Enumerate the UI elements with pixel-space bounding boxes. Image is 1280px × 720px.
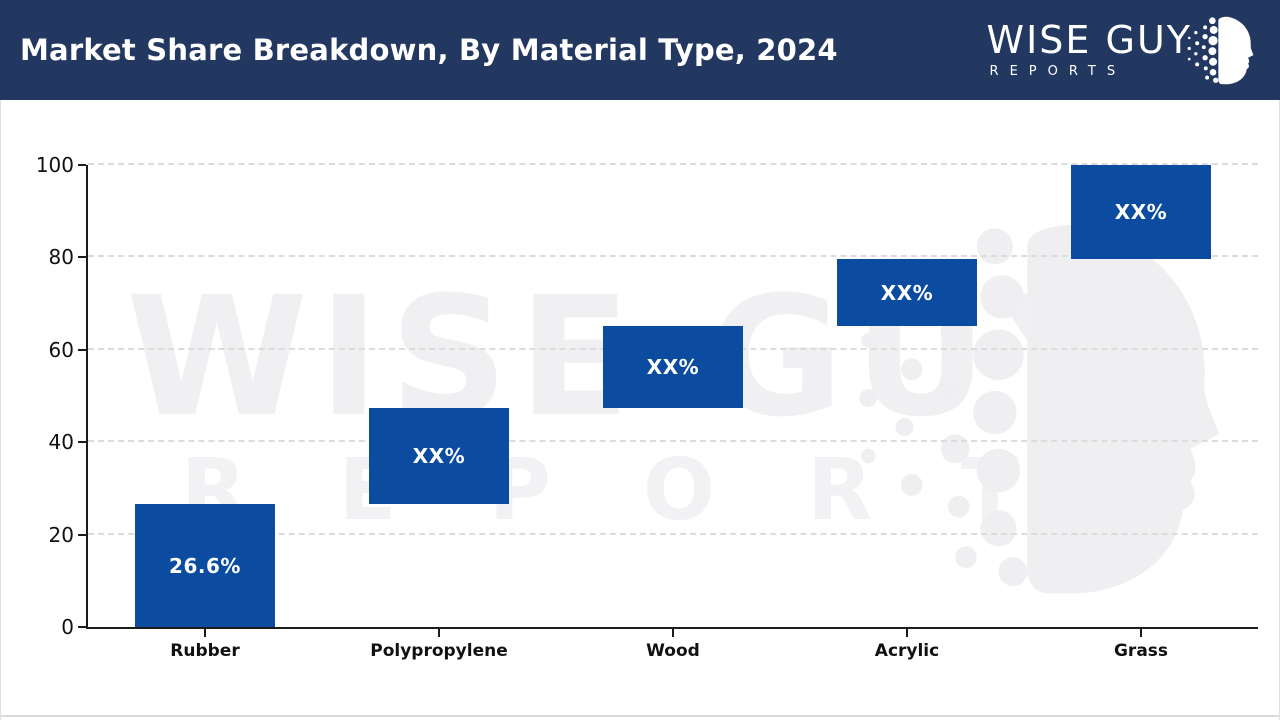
bar-grass: XX%: [1071, 165, 1211, 260]
bar-value-label: XX%: [1114, 200, 1168, 225]
wiseguy-logo-text: WISE GUY REPORTS: [987, 21, 1192, 79]
gridline: [88, 440, 1258, 443]
bar-value-label: XX%: [646, 354, 700, 379]
y-axis-tick: [78, 164, 86, 166]
y-tick-label: 80: [48, 245, 74, 270]
y-axis-tick: [78, 256, 86, 259]
logo-secondary-text: REPORTS: [989, 64, 1127, 79]
y-axis-tick: [78, 348, 86, 351]
page-title: Market Share Breakdown, By Material Type…: [20, 33, 838, 67]
y-axis-tick: [78, 533, 86, 536]
gridline: [88, 255, 1258, 258]
header-bar: Market Share Breakdown, By Material Type…: [0, 0, 1280, 100]
y-axis-tick: [78, 441, 86, 444]
gridline: [88, 163, 1258, 165]
y-tick-label: 20: [48, 522, 74, 547]
bar-value-label: 26.6%: [169, 553, 241, 578]
bar-wood: XX%: [603, 325, 743, 408]
x-axis-label-wood: Wood: [646, 641, 700, 661]
chart-canvas: WISE GUY REPORTS 0 20 40 60 80 100 Rubber Polyp…: [0, 100, 1280, 720]
wiseguy-logo: WISE GUY REPORTS: [987, 14, 1280, 87]
logo-primary-text: WISE GUY: [986, 18, 1192, 62]
bar-value-label: XX%: [880, 280, 934, 305]
gridline: [88, 532, 1258, 535]
y-tick-label: 40: [48, 430, 74, 455]
x-axis-label-grass: Grass: [1113, 641, 1169, 661]
bar-value-label: XX%: [412, 443, 466, 468]
x-axis-label-acrylic: Acrylic: [874, 641, 940, 661]
x-axis-tick: [438, 629, 440, 637]
y-tick-label: 0: [61, 615, 74, 639]
watermark-head-icon: [859, 224, 1219, 594]
y-tick-label: 60: [48, 337, 74, 362]
x-axis-label-rubber: Rubber: [170, 641, 240, 661]
x-axis-tick: [906, 629, 908, 637]
wiseguy-head-icon: [1187, 16, 1254, 84]
x-axis-tick: [672, 629, 674, 637]
x-axis-label-polypropylene: Polypropylene: [370, 641, 508, 661]
bottom-divider: [1, 715, 1279, 717]
plot-area: 0 20 40 60 80 100 Rubber Polypropylene Wood Acryl…: [36, 153, 1258, 661]
bar-polypropylene: XX%: [369, 407, 509, 505]
bar-acrylic: XX%: [837, 259, 977, 326]
x-axis-tick: [1140, 629, 1142, 637]
y-axis-tick: [78, 626, 86, 628]
x-axis-tick: [204, 629, 206, 637]
y-tick-label: 100: [35, 153, 74, 177]
bar-rubber: 26.6%: [135, 504, 275, 627]
